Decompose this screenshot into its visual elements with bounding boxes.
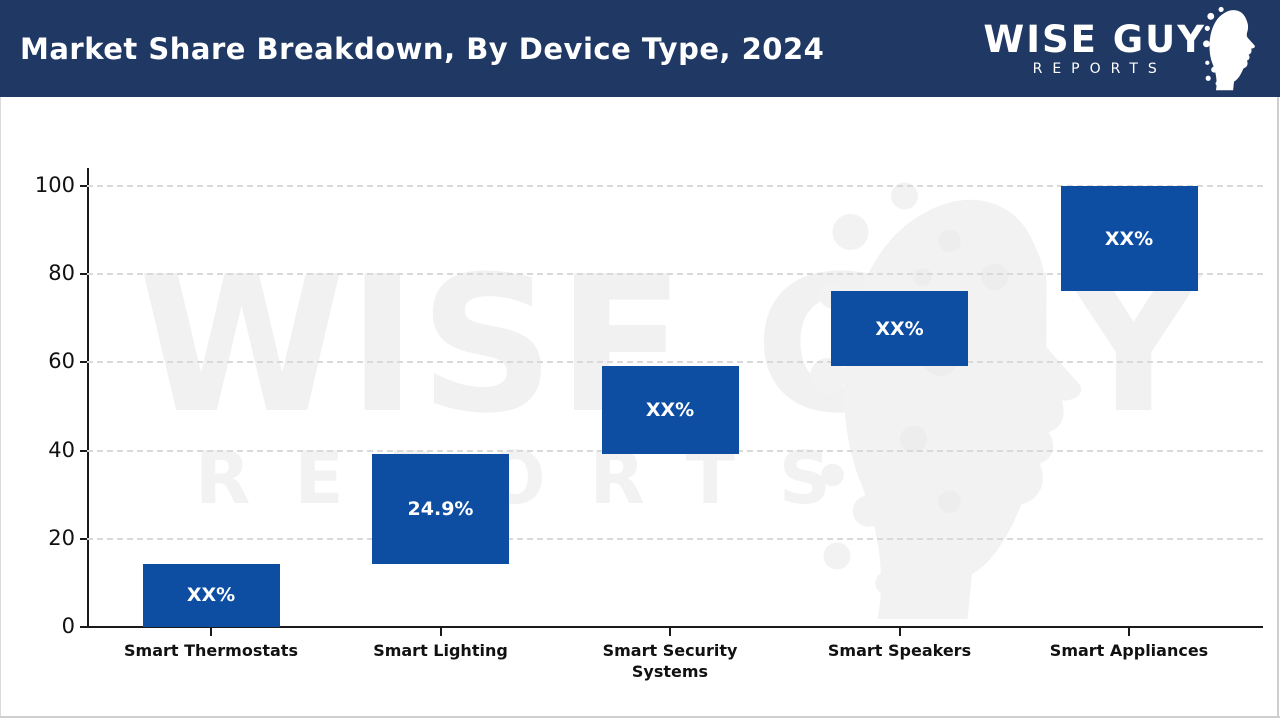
face-profile-icon [1203, 6, 1255, 90]
bar-smart-lighting: 24.9% [372, 454, 509, 564]
x-axis-line [87, 626, 1263, 628]
x-tick-1 [439, 628, 442, 636]
gridline-80 [87, 273, 1263, 276]
x-tick-4 [1128, 628, 1130, 636]
bar-smart-speakers: XX% [831, 291, 968, 367]
header-bar: Market Share Breakdown, By Device Type, … [0, 0, 1280, 97]
y-tick-80 [80, 273, 87, 276]
panel-border-left [0, 97, 1, 717]
panel-border-right [1277, 97, 1279, 717]
logo-reports-text: REPORTS [1032, 60, 1167, 77]
x-tick-2 [669, 628, 671, 636]
gridline-60 [87, 361, 1263, 364]
y-tick-60 [80, 361, 87, 364]
x-axis-label-0: Smart Thermostats [124, 641, 298, 660]
y-tick-100 [80, 185, 87, 187]
bar-value-label: XX% [645, 399, 695, 422]
chart-title: Market Share Breakdown, By Device Type, … [20, 31, 825, 66]
x-tick-0 [210, 628, 212, 636]
logo-wiseguy-text: WISE GUY [983, 17, 1206, 61]
bar-value-label: XX% [186, 584, 236, 607]
y-tick-0 [80, 626, 87, 628]
x-axis-label-2: Smart Security Systems [602, 641, 738, 681]
x-axis-label-1: Smart Lighting [373, 641, 508, 660]
bar-value-label: XX% [1104, 227, 1154, 250]
bar-smart-appliances: XX% [1060, 186, 1198, 292]
y-tick-label-0: 0 [61, 614, 75, 638]
bar-value-label: XX% [875, 317, 924, 340]
bar-smart-security-systems: XX% [601, 366, 739, 455]
y-tick-label-60: 60 [48, 349, 75, 374]
x-axis-label-4: Smart Appliances [1049, 641, 1209, 660]
x-axis-label-3: Smart Speakers [827, 641, 972, 660]
y-tick-label-20: 20 [48, 525, 75, 550]
gridline-20 [87, 537, 1263, 540]
y-tick-40 [80, 449, 87, 452]
x-tick-3 [898, 628, 901, 636]
y-tick-label-80: 80 [48, 261, 75, 286]
logo-text: WISE GUY REPORTS [983, 21, 1206, 77]
y-tick-20 [80, 537, 87, 540]
y-tick-label-40: 40 [48, 437, 75, 462]
bar-smart-thermostats: XX% [142, 563, 280, 627]
wiseguy-logo: WISE GUY REPORTS [983, 6, 1266, 92]
y-axis-line [87, 168, 89, 628]
y-tick-label-100: 100 [34, 173, 75, 197]
gridline-100 [87, 185, 1263, 187]
bar-value-label: 24.9% [407, 498, 474, 521]
panel-border-bottom [0, 716, 1280, 718]
